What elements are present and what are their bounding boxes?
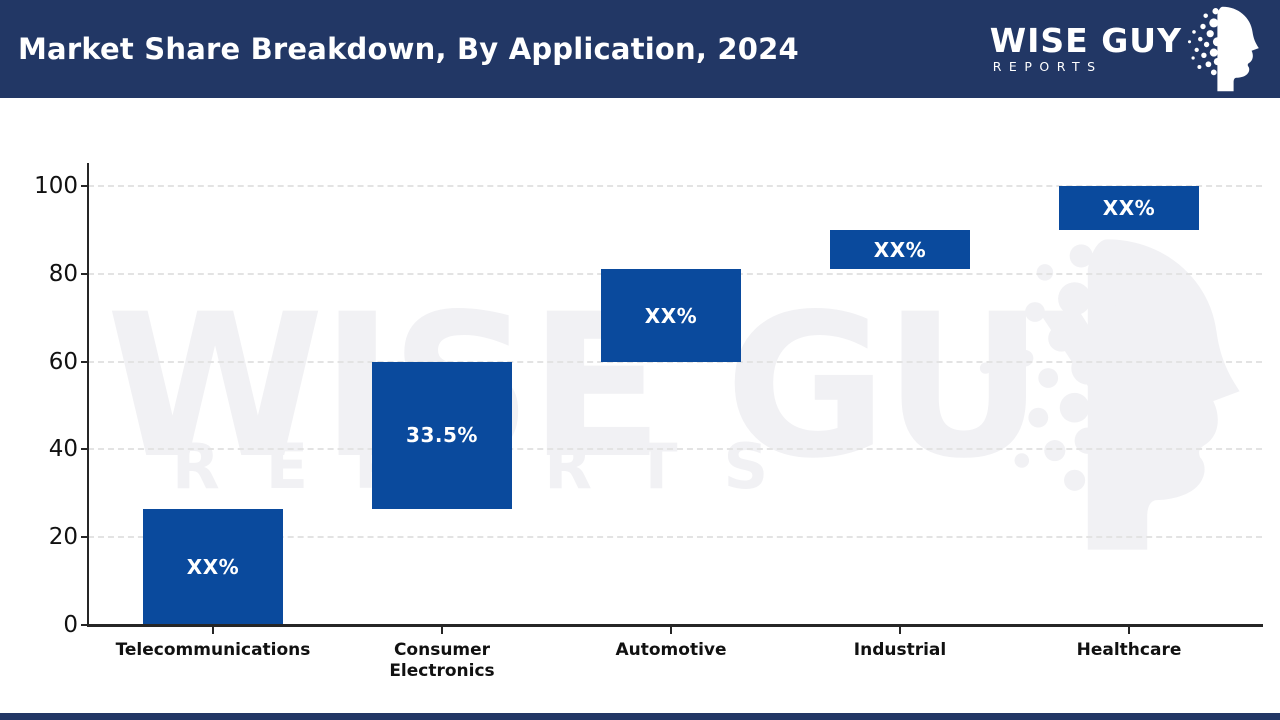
y-axis-tick [81,624,88,626]
header-bar: Market Share Breakdown, By Application, … [0,0,1280,98]
y-axis-tick-label: 0 [63,612,78,638]
y-axis-tick-label: 80 [48,260,78,287]
x-axis-line [87,624,1263,627]
x-axis-category-label: Automotive [615,640,727,660]
y-axis-tick-label: 100 [34,173,78,199]
y-axis-tick [81,185,88,187]
x-axis-category-label: Telecommunications [115,640,311,660]
bar-value-label: XX% [1102,195,1156,220]
x-axis-category-label: Healthcare [1076,640,1182,660]
dotted-head-profile-icon [1187,6,1259,92]
y-axis-tick [81,448,88,451]
bar-value-label: 33.5% [406,423,478,448]
bar-industrial: XX% [830,229,970,270]
logo-wordmark: WISE GUY [989,21,1182,61]
x-axis-tick [441,627,443,634]
x-axis-tick [1128,627,1130,634]
wise-guy-logo: WISE GUY REPORTS [990,4,1266,94]
bar-value-label: XX% [644,303,698,328]
y-axis-tick [81,272,88,275]
page-title: Market Share Breakdown, By Application, … [18,32,799,66]
bar-value-label: XX% [186,554,240,579]
logo-text: WISE GUY REPORTS [990,24,1182,74]
y-axis-tick-label: 60 [48,348,78,375]
x-axis-tick [212,627,214,634]
gridline [88,536,1262,539]
bar-telecommunications: XX% [143,508,283,625]
bar-consumer-electronics: 33.5% [372,361,512,509]
y-axis-tick [81,360,88,363]
x-axis-tick [670,627,672,634]
x-axis-tick [899,627,901,634]
watermark-head-icon [979,239,1240,550]
gridline [88,448,1262,451]
y-axis-tick-label: 20 [48,524,78,551]
y-axis-tick-label: 40 [48,436,78,463]
bar-healthcare: XX% [1059,186,1199,230]
logo-subtitle: REPORTS [992,59,1103,75]
bar-value-label: XX% [873,237,927,262]
y-axis-line [87,163,89,626]
bar-automotive: XX% [601,269,741,362]
gridline [88,185,1262,187]
x-axis-category-label: Industrial [853,640,947,660]
y-axis-tick [81,536,88,539]
gridline [88,360,1262,363]
footer-bar [0,713,1280,720]
x-axis-category-label: Consumer Electronics [389,640,495,682]
